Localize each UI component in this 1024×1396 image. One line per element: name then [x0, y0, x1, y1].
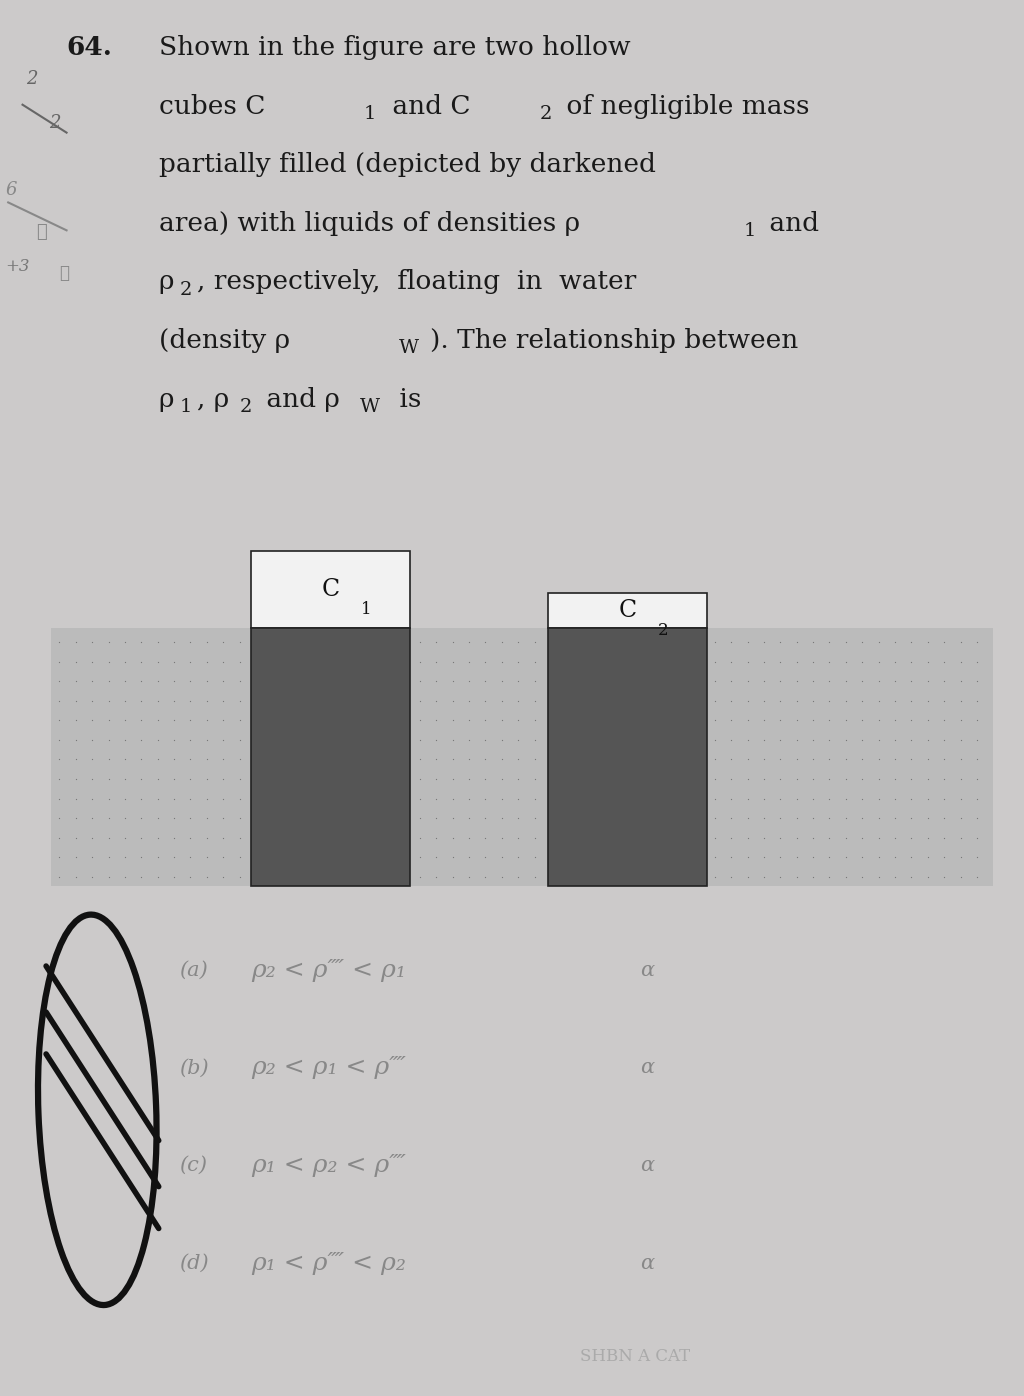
Text: W: W — [399, 339, 420, 357]
FancyBboxPatch shape — [548, 593, 707, 628]
Text: area) with liquids of densities ρ: area) with liquids of densities ρ — [159, 211, 580, 236]
Text: 2: 2 — [240, 398, 252, 416]
Text: ρ₁ < ρ⁗ < ρ₂: ρ₁ < ρ⁗ < ρ₂ — [251, 1252, 406, 1275]
Text: ℓ: ℓ — [36, 223, 46, 242]
Text: SHBN A CAT: SHBN A CAT — [580, 1349, 690, 1365]
Text: 64.: 64. — [67, 35, 113, 60]
Text: 2: 2 — [179, 281, 191, 299]
Text: (c): (c) — [179, 1156, 207, 1175]
Text: (density ρ: (density ρ — [159, 328, 290, 353]
Text: 6: 6 — [5, 181, 16, 200]
Text: ρ₁ < ρ₂ < ρ⁗: ρ₁ < ρ₂ < ρ⁗ — [251, 1154, 406, 1177]
Text: C: C — [618, 599, 636, 623]
Text: ℓ: ℓ — [59, 265, 70, 282]
Text: 1: 1 — [743, 222, 756, 240]
Text: ρ₂ < ρ₁ < ρ⁗: ρ₂ < ρ₁ < ρ⁗ — [251, 1057, 406, 1079]
Text: Shown in the figure are two hollow: Shown in the figure are two hollow — [159, 35, 631, 60]
FancyBboxPatch shape — [548, 628, 707, 886]
Text: cubes C: cubes C — [159, 94, 265, 119]
FancyBboxPatch shape — [51, 628, 993, 886]
Text: α: α — [640, 1156, 654, 1175]
Text: 2: 2 — [26, 70, 37, 88]
Text: , ρ: , ρ — [197, 387, 228, 412]
Text: ρ: ρ — [159, 269, 174, 295]
Text: α: α — [640, 1058, 654, 1078]
Text: (b): (b) — [179, 1058, 209, 1078]
Text: ρ: ρ — [159, 387, 174, 412]
FancyBboxPatch shape — [251, 628, 410, 886]
Text: is: is — [391, 387, 422, 412]
Text: (a): (a) — [179, 960, 208, 980]
Text: ρ₂ < ρ⁗ < ρ₁: ρ₂ < ρ⁗ < ρ₁ — [251, 959, 406, 981]
Text: 2: 2 — [657, 621, 669, 639]
Text: +3: +3 — [5, 258, 30, 275]
Text: ). The relationship between: ). The relationship between — [430, 328, 799, 353]
Text: 1: 1 — [360, 600, 372, 618]
Text: α: α — [640, 1254, 654, 1273]
Text: W: W — [359, 398, 380, 416]
Text: , respectively,  floating  in  water: , respectively, floating in water — [197, 269, 636, 295]
FancyBboxPatch shape — [251, 551, 410, 628]
Text: α: α — [640, 960, 654, 980]
Text: (d): (d) — [179, 1254, 209, 1273]
Text: partially filled (depicted by darkened: partially filled (depicted by darkened — [159, 152, 655, 177]
Text: 2: 2 — [540, 105, 552, 123]
Text: C: C — [322, 578, 339, 602]
Text: 1: 1 — [364, 105, 376, 123]
Text: of negligible mass: of negligible mass — [558, 94, 810, 119]
Text: and ρ: and ρ — [258, 387, 340, 412]
Text: and: and — [761, 211, 819, 236]
Text: and C: and C — [384, 94, 470, 119]
Text: 1: 1 — [179, 398, 191, 416]
Text: 2: 2 — [49, 114, 60, 133]
